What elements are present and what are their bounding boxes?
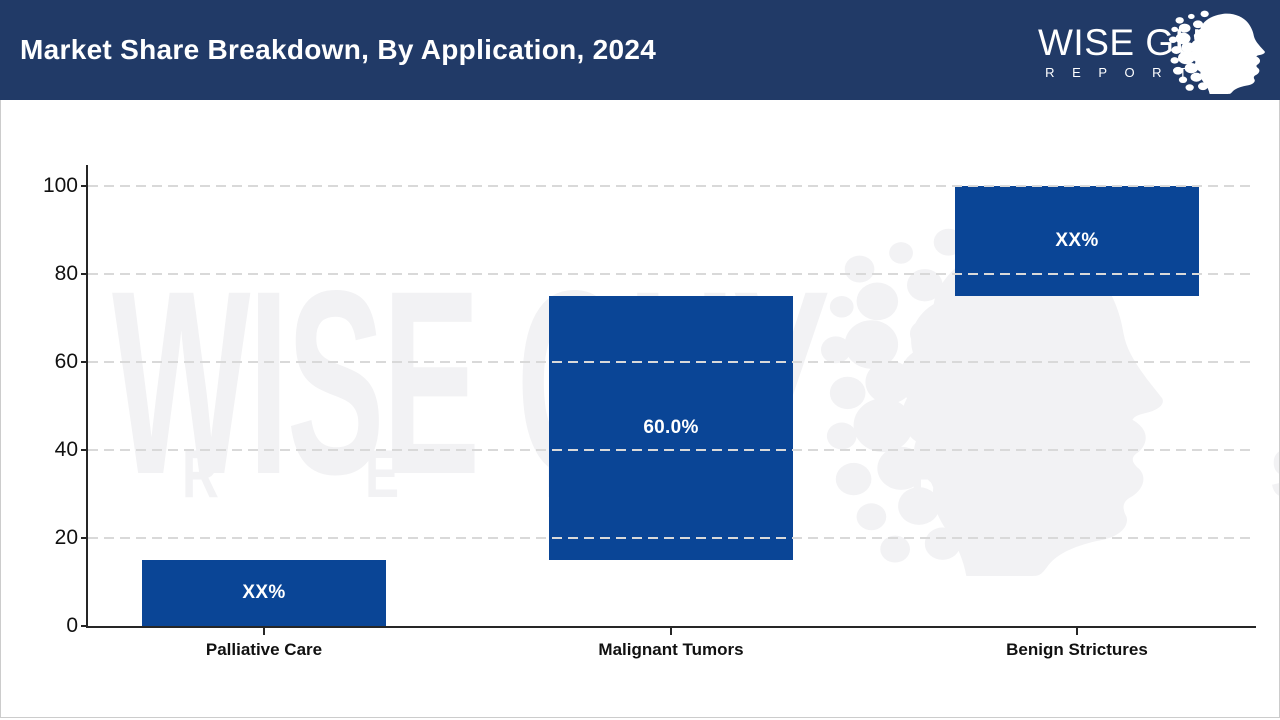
bar-value-label-malignant-tumors: 60.0% [643,417,699,438]
y-tick-label-0: 0 [66,614,78,637]
y-tick-0 [81,625,88,627]
bar-value-label-palliative-care: XX% [242,582,286,603]
page-border-bottom [0,717,1280,718]
logo-subtext: R E P O R T S [1045,65,1220,80]
x-axis-spine [86,626,1256,628]
x-axis-label-malignant-tumors: Malignant Tumors [598,640,744,659]
y-tick-label-20: 20 [54,526,78,549]
y-gridline-40 [88,449,1256,451]
y-gridline-60 [88,361,1256,363]
y-tick-label-40: 40 [54,438,78,461]
y-tick-100 [81,185,88,187]
bar-value-label-benign-strictures: XX% [1055,230,1099,251]
y-tick-80 [81,273,88,275]
chart-title: Market Share Breakdown, By Application, … [20,34,657,65]
x-tick-benign-strictures [1076,628,1078,635]
x-tick-malignant-tumors [670,628,672,635]
bar-benign-strictures: XX% [955,186,1199,296]
y-tick-40 [81,449,88,451]
bar-palliative-care: XX% [142,560,386,626]
wiseguy-face-icon [1168,10,1268,94]
y-tick-20 [81,537,88,539]
y-tick-label-80: 80 [54,262,78,285]
x-axis-label-palliative-care: Palliative Care [205,640,323,659]
x-tick-palliative-care [263,628,265,635]
y-tick-60 [81,361,88,363]
y-axis-spine [86,165,88,628]
header-bar: Market Share Breakdown, By Application, … [0,0,1280,100]
y-tick-label-100: 100 [42,174,78,197]
y-tick-label-60: 60 [54,350,78,373]
y-gridline-80 [88,273,1256,275]
wiseguy-logo: WISE GUY R E P O R T S [1030,6,1270,96]
logo-text: WISE GUY R E P O R T S [1038,24,1227,80]
y-gridline-20 [88,537,1256,539]
y-gridline-100 [88,185,1256,187]
bar-malignant-tumors: 60.0% [549,296,793,560]
page-border-left [0,100,1,718]
x-axis-label-benign-strictures: Benign Strictures [1006,640,1148,659]
